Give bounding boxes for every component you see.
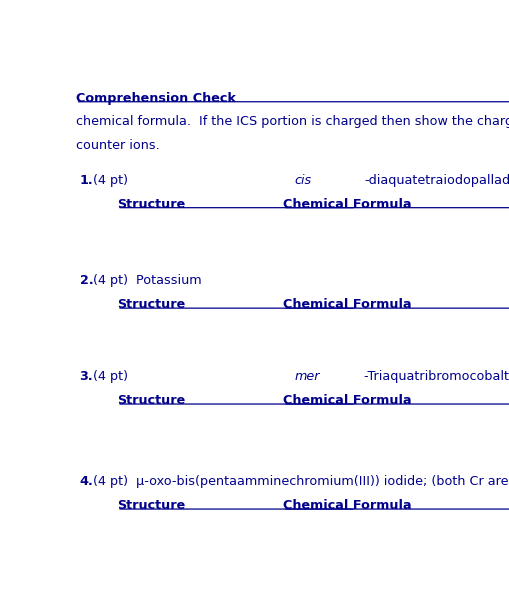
Text: Chemical Formula: Chemical Formula: [282, 298, 411, 311]
Text: (4 pt): (4 pt): [93, 174, 136, 187]
Text: Comprehension Check: Comprehension Check: [75, 92, 235, 105]
Text: 4.: 4.: [79, 475, 93, 488]
Text: (4 pt): (4 pt): [93, 370, 136, 383]
Text: counter ions.: counter ions.: [75, 139, 159, 152]
Text: 1.: 1.: [79, 174, 93, 187]
Text: Chemical Formula: Chemical Formula: [282, 197, 411, 211]
Text: (4 pt)  μ-oxo-bis(pentaamminechromium(III)) iodide; (both Cr are octahedral): (4 pt) μ-oxo-bis(pentaamminechromium(III…: [93, 475, 509, 488]
Text: Structure: Structure: [117, 394, 185, 407]
Text: Structure: Structure: [117, 298, 185, 311]
Text: (4 pt)  Potassium: (4 pt) Potassium: [93, 275, 206, 288]
Text: -diaquatetraiodopalladium(IV): -diaquatetraiodopalladium(IV): [363, 174, 509, 187]
Text: 3.: 3.: [79, 370, 93, 383]
Text: chemical formula.  If the ICS portion is charged then show the charge but do not: chemical formula. If the ICS portion is …: [75, 116, 509, 129]
Text: cis: cis: [294, 174, 310, 187]
Text: -Triaquatribromocobalt(III) chloride: -Triaquatribromocobalt(III) chloride: [363, 370, 509, 383]
Text: mer: mer: [294, 370, 319, 383]
Text: Structure: Structure: [117, 197, 185, 211]
Text: Chemical Formula: Chemical Formula: [282, 394, 411, 407]
Text: 2.: 2.: [79, 275, 93, 288]
Text: Structure: Structure: [117, 499, 185, 512]
Text: Chemical Formula: Chemical Formula: [282, 499, 411, 512]
